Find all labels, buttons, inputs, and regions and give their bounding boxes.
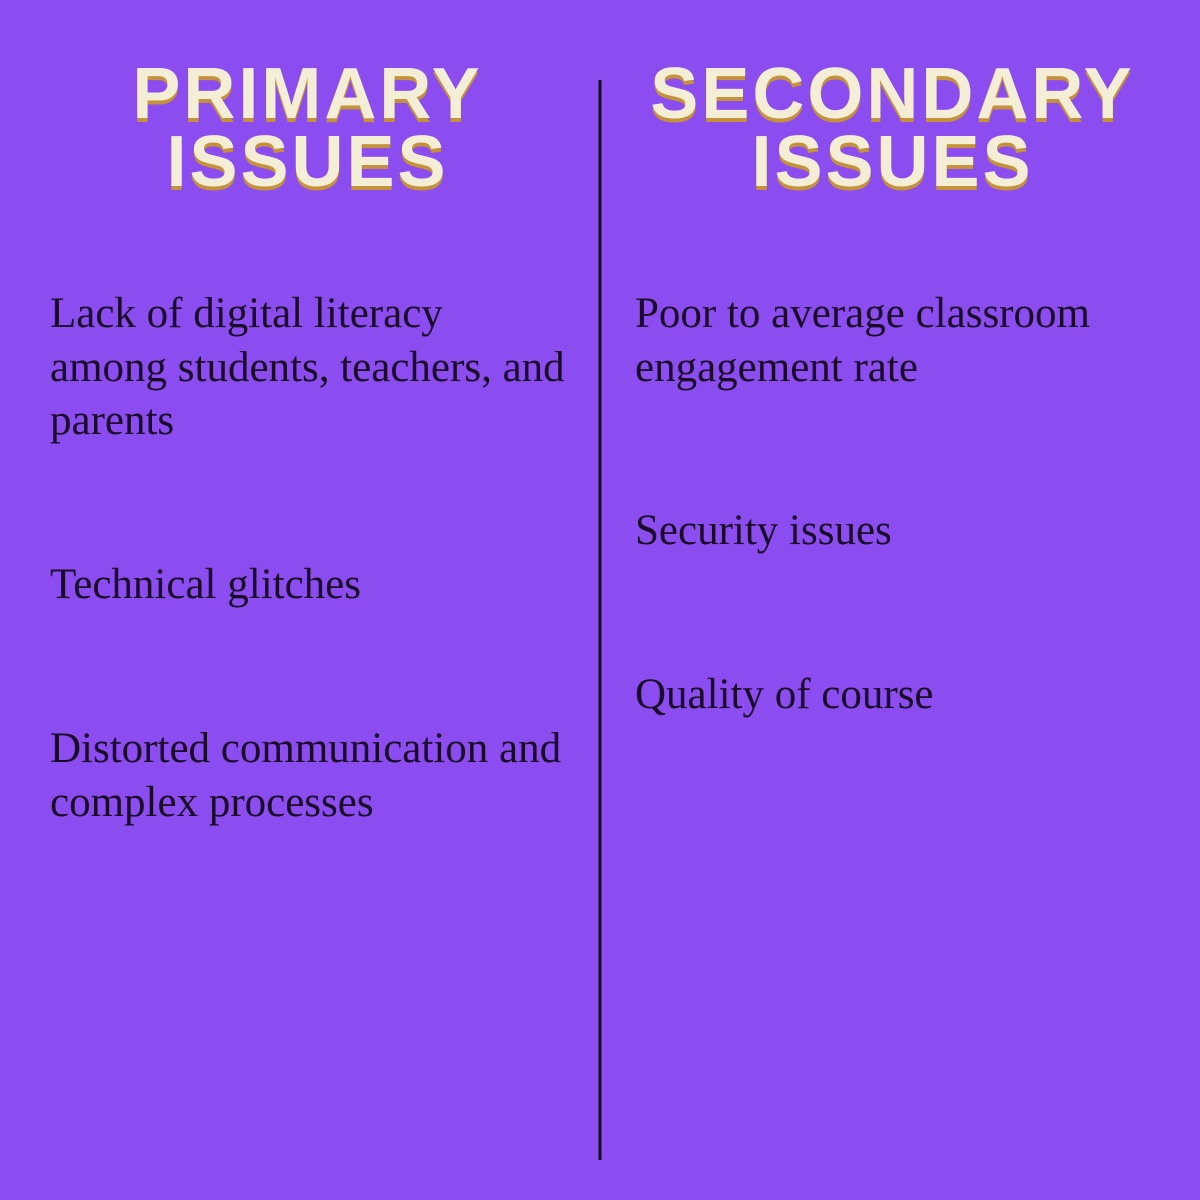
primary-issues-heading: PRIMARY ISSUES PRIMARY ISSUES: [50, 60, 565, 197]
secondary-issues-column: SECONDARY ISSUES SECONDARY ISSUES Poor t…: [600, 60, 1150, 1140]
primary-issue-item: Distorted communication and complex proc…: [50, 722, 565, 830]
secondary-issues-heading: SECONDARY ISSUES SECONDARY ISSUES: [635, 60, 1150, 197]
primary-issue-item: Lack of digital literacy among students,…: [50, 287, 565, 448]
heading-front-line2: ISSUES: [751, 122, 1033, 202]
vertical-divider: [599, 80, 602, 1160]
heading-front-line2: ISSUES: [166, 122, 448, 202]
secondary-issue-item: Quality of course: [635, 668, 1150, 722]
secondary-issue-item: Security issues: [635, 504, 1150, 558]
primary-issues-column: PRIMARY ISSUES PRIMARY ISSUES Lack of di…: [50, 60, 600, 1140]
primary-issue-item: Technical glitches: [50, 558, 565, 612]
secondary-issue-item: Poor to average classroom engagement rat…: [635, 287, 1150, 395]
